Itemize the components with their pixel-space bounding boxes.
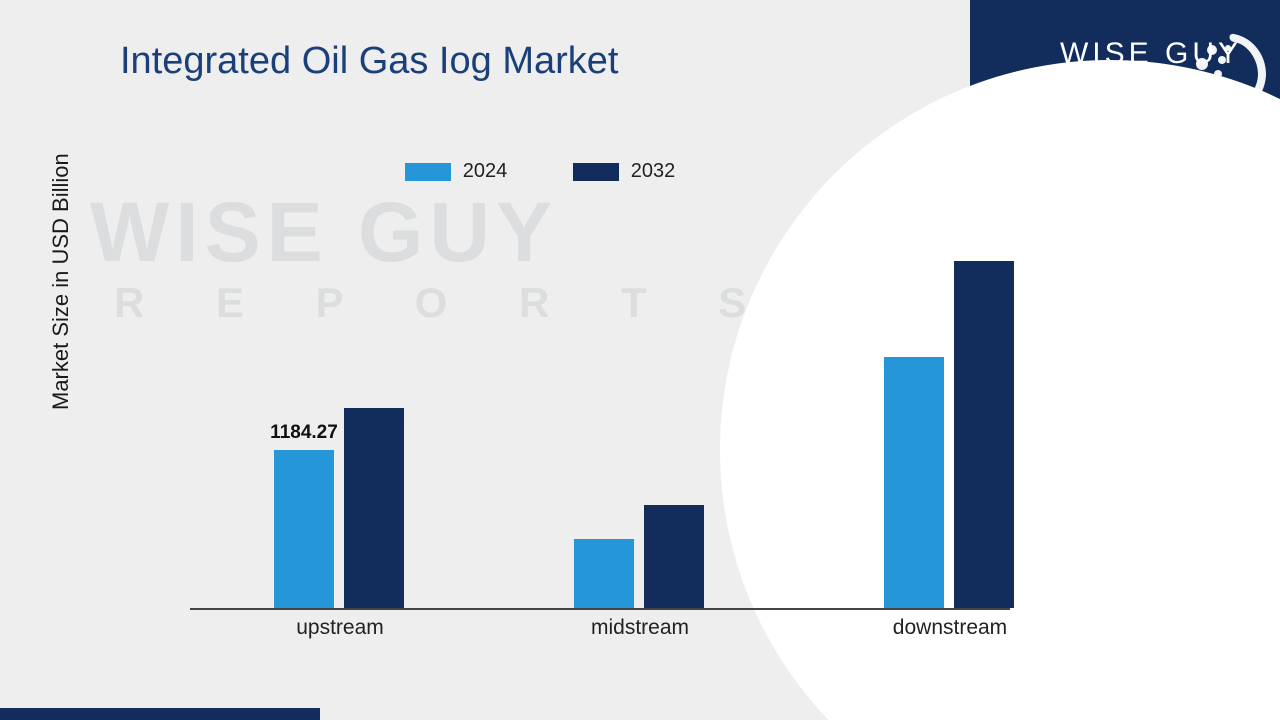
brand-sub: REPORTS [1060,72,1242,88]
brand-name: WISE GUY [1060,37,1242,70]
legend: 2024 2032 [70,160,1010,187]
bar [644,505,704,608]
chart-card: WISE GUY R E P O R T S WISE GUY REPORTS … [0,0,1280,720]
legend-item: 2032 [573,160,676,183]
legend-swatch-icon [573,163,619,181]
bar [274,450,334,608]
category-label: midstream [560,608,720,640]
bar [884,357,944,608]
bar [954,261,1014,608]
bar [574,539,634,608]
legend-label: 2032 [631,160,676,183]
chart-area: Market Size in USD Billion 2024 2032 118… [70,160,1010,660]
legend-swatch-icon [405,163,451,181]
category-label: upstream [260,608,420,640]
brand-logo: WISE GUY REPORTS [1060,38,1242,87]
category-label: downstream [870,608,1030,640]
legend-item: 2024 [405,160,508,183]
legend-label: 2024 [463,160,508,183]
decor-bottom-strip [0,708,320,720]
plot-area: 1184.27upstreammidstreamdownstream [190,210,1010,610]
bar-value-label: 1184.27 [270,422,338,444]
chart-title: Integrated Oil Gas Iog Market [120,40,618,83]
y-axis-label: Market Size in USD Billion [48,153,74,410]
bar [344,408,404,608]
